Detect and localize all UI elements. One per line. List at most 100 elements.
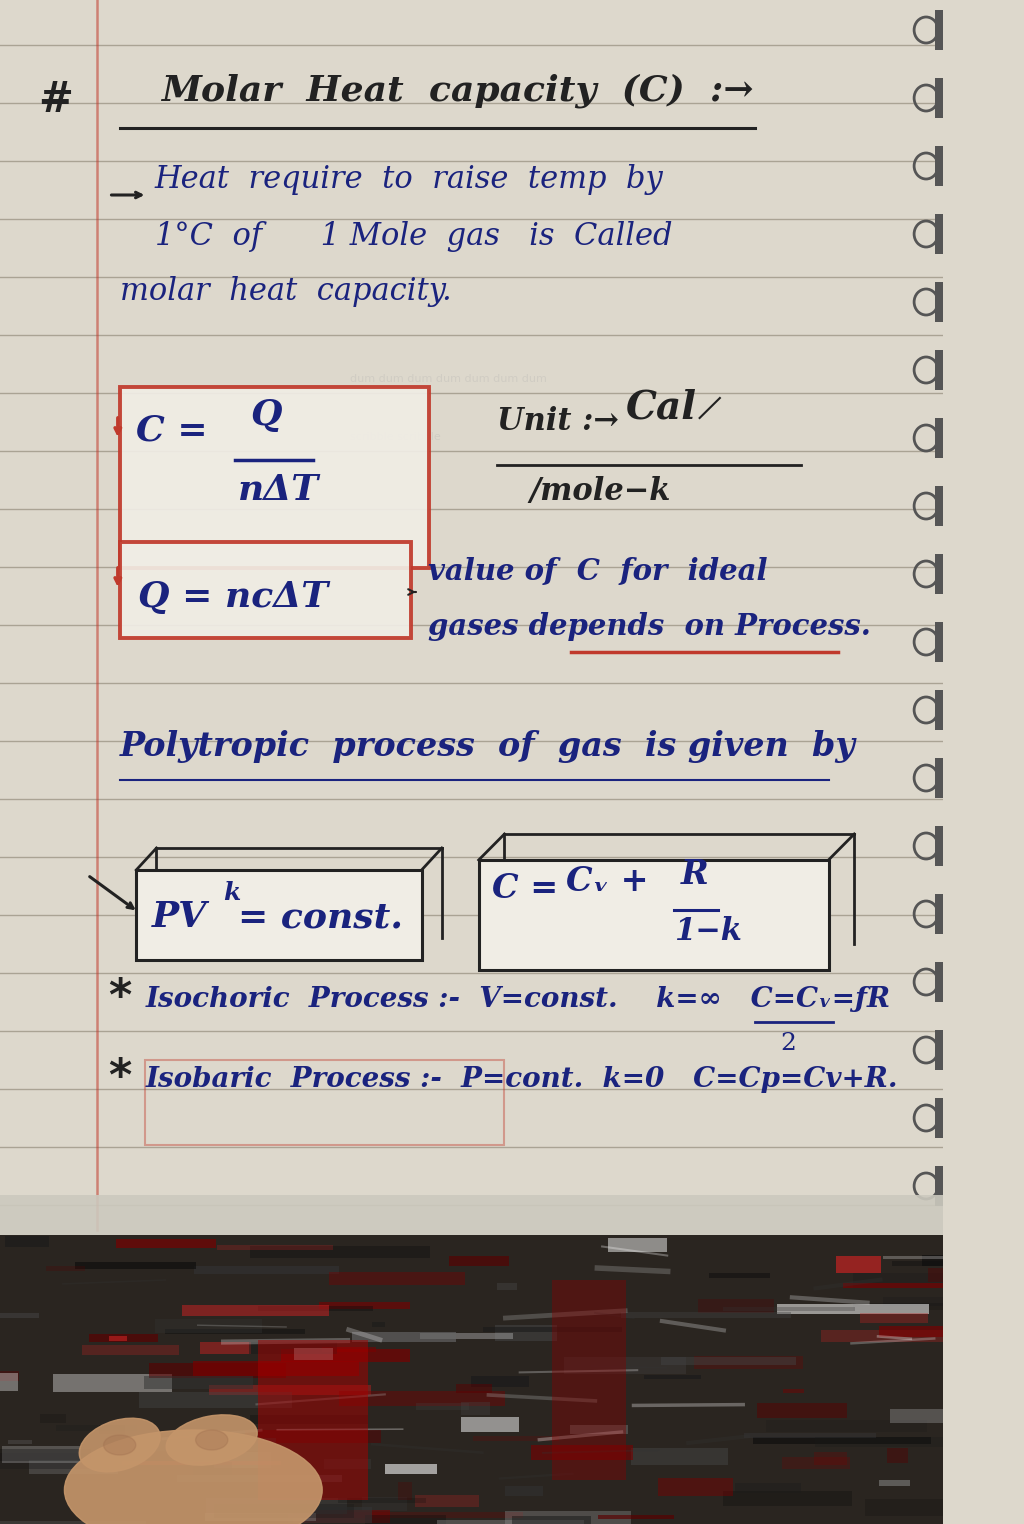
- Bar: [622, 1312, 791, 1318]
- Bar: [194, 1462, 231, 1477]
- Text: = const.: = const.: [238, 901, 402, 934]
- Text: Molar  Heat  capacity  (C)  :→: Molar Heat capacity (C) :→: [161, 73, 754, 108]
- Bar: [844, 1283, 989, 1288]
- Text: gases depends  on Process.: gases depends on Process.: [428, 613, 871, 642]
- Bar: [5, 1236, 49, 1247]
- Bar: [723, 1308, 855, 1311]
- Bar: [145, 1061, 505, 1145]
- Bar: [166, 1329, 305, 1335]
- Bar: [0, 1373, 18, 1391]
- FancyBboxPatch shape: [120, 543, 411, 639]
- Bar: [245, 1430, 381, 1443]
- Bar: [421, 1334, 513, 1338]
- Bar: [495, 1324, 557, 1341]
- Bar: [935, 555, 943, 594]
- Bar: [598, 1515, 675, 1519]
- Bar: [935, 962, 943, 1001]
- Bar: [75, 1262, 197, 1269]
- Bar: [883, 1297, 1024, 1306]
- Bar: [777, 1303, 929, 1314]
- Bar: [935, 78, 943, 117]
- Text: Heat  require  to  raise  temp  by: Heat require to raise temp by: [155, 165, 664, 195]
- Bar: [783, 1388, 804, 1393]
- Bar: [473, 1436, 559, 1442]
- Bar: [766, 1419, 927, 1433]
- Text: 2: 2: [780, 1032, 797, 1055]
- Bar: [753, 1437, 931, 1443]
- Bar: [416, 1404, 469, 1410]
- Bar: [815, 1437, 975, 1446]
- Bar: [110, 1337, 127, 1341]
- Bar: [293, 1510, 389, 1522]
- Bar: [552, 1280, 626, 1480]
- Bar: [757, 1404, 847, 1417]
- Bar: [319, 1301, 410, 1309]
- Text: *: *: [109, 975, 132, 1020]
- Bar: [352, 1332, 456, 1341]
- Bar: [478, 860, 828, 969]
- Bar: [250, 1247, 430, 1257]
- Text: Cal: Cal: [626, 389, 697, 427]
- Bar: [193, 1361, 359, 1376]
- Bar: [181, 1305, 329, 1317]
- Bar: [56, 1425, 137, 1431]
- Bar: [814, 1452, 847, 1465]
- Bar: [505, 1486, 544, 1495]
- Bar: [923, 1254, 949, 1266]
- Bar: [294, 1347, 333, 1361]
- Bar: [462, 1417, 519, 1433]
- Text: Cᵥ +: Cᵥ +: [566, 866, 649, 898]
- Bar: [177, 1475, 342, 1481]
- Bar: [660, 1358, 796, 1364]
- Bar: [935, 622, 943, 661]
- Bar: [288, 1507, 372, 1524]
- Bar: [156, 1320, 262, 1334]
- Bar: [398, 1483, 412, 1500]
- Bar: [837, 1256, 881, 1273]
- Bar: [890, 1410, 952, 1422]
- Bar: [366, 1515, 446, 1524]
- Bar: [281, 1349, 410, 1361]
- Bar: [338, 1498, 426, 1503]
- Text: Polytropic  process  of  gas  is given  by: Polytropic process of gas is given by: [120, 730, 855, 764]
- Bar: [935, 757, 943, 799]
- Bar: [658, 1478, 733, 1495]
- Bar: [144, 1376, 253, 1388]
- Bar: [859, 1314, 928, 1323]
- Bar: [883, 1256, 974, 1259]
- Bar: [385, 1465, 436, 1474]
- Bar: [483, 1326, 623, 1332]
- Text: *: *: [109, 1056, 132, 1099]
- Bar: [935, 282, 943, 322]
- Bar: [330, 1273, 466, 1285]
- Bar: [82, 1344, 178, 1355]
- Bar: [30, 1460, 118, 1474]
- Bar: [258, 1340, 369, 1500]
- Bar: [935, 690, 943, 730]
- Bar: [935, 826, 943, 866]
- Bar: [887, 1448, 907, 1463]
- Bar: [865, 1500, 1024, 1516]
- Bar: [935, 895, 943, 934]
- Bar: [723, 1492, 852, 1506]
- Bar: [258, 1306, 374, 1311]
- Bar: [928, 1268, 951, 1282]
- Bar: [935, 1166, 943, 1205]
- Text: Unit :→: Unit :→: [497, 405, 618, 437]
- Bar: [362, 1497, 407, 1512]
- Text: 1−k: 1−k: [674, 916, 741, 946]
- Bar: [743, 1433, 877, 1437]
- Bar: [471, 1376, 529, 1387]
- Bar: [564, 1358, 685, 1373]
- Bar: [935, 146, 943, 186]
- Bar: [324, 1458, 371, 1469]
- Bar: [892, 1262, 992, 1266]
- Bar: [935, 418, 943, 459]
- Bar: [498, 1283, 517, 1289]
- Bar: [0, 0, 943, 1199]
- Bar: [53, 1375, 172, 1391]
- Bar: [136, 870, 422, 960]
- Bar: [530, 1445, 633, 1460]
- Text: nΔT: nΔT: [238, 472, 318, 507]
- Bar: [122, 1462, 282, 1465]
